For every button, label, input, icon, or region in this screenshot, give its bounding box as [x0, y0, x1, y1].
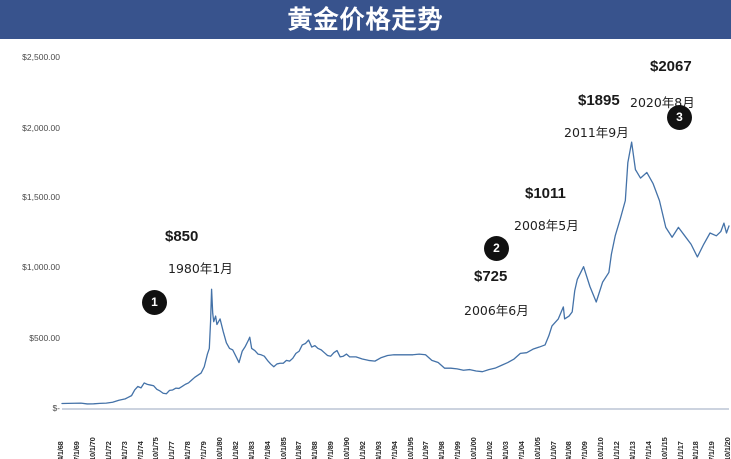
x-axis-tick: 1/1/17 [675, 441, 685, 459]
y-axis-tick-500: $500.00 [29, 333, 60, 343]
x-axis-tick: 7/1/69 [72, 441, 82, 459]
x-axis-tick: 10/1/75 [151, 437, 161, 459]
x-axis-tick: 7/1/79 [199, 441, 209, 459]
x-axis-tick: 7/1/84 [262, 441, 272, 459]
x-axis-tick: 10/1/05 [532, 437, 542, 459]
x-axis-tick: 10/1/20 [723, 437, 731, 459]
x-axis-tick: 4/1/88 [310, 441, 320, 459]
x-axis-tick: 10/1/90 [342, 437, 352, 459]
annotation-2-badge: 2 [484, 236, 509, 261]
x-axis-tick: 10/1/80 [215, 437, 224, 459]
x-axis-tick: 4/1/93 [373, 441, 383, 459]
x-axis-tick: 1/1/72 [103, 441, 113, 459]
x-axis-tick: 4/1/18 [691, 441, 701, 459]
chart-plot-area: $2,500.00 $2,000.00 $1,500.00 $1,000.00 … [0, 39, 731, 459]
x-axis-tick: 1/1/07 [548, 441, 558, 459]
x-axis-tick: 7/1/74 [135, 441, 145, 459]
x-axis-tick: 4/1/13 [627, 441, 637, 459]
x-axis: 4/1/68 7/1/69 10/1/70 1/1/72 4/1/73 7/1/74 10/… [0, 411, 731, 459]
annotation-4-date: 2011年9月 [564, 125, 629, 140]
annotation-1-price: $850 [165, 228, 199, 245]
gold-price-line-chart [61, 141, 730, 410]
x-axis-tick: 10/1/10 [596, 437, 606, 459]
annotation-2-price: $725 [474, 268, 508, 285]
annotation-5-badge: 3 [667, 105, 692, 130]
annotation-2-date: 2006年6月 [464, 303, 529, 318]
y-axis-tick-2000: $2,000.00 [22, 123, 60, 133]
x-axis-tick: 1/1/77 [167, 441, 177, 459]
x-axis-tick: 1/1/97 [421, 441, 431, 459]
x-axis-tick: 1/1/12 [612, 441, 622, 459]
x-axis-tick: 4/1/98 [437, 441, 447, 459]
x-axis-tick: 10/1/00 [469, 437, 479, 459]
x-axis-tick: 7/1/04 [516, 441, 526, 459]
x-axis-tick: 1/1/87 [294, 441, 304, 459]
x-axis-tick: 4/1/83 [246, 441, 256, 459]
x-axis-tick: 7/1/09 [580, 441, 590, 459]
page-title: 黄金价格走势 [287, 5, 444, 34]
x-axis-tick: 7/1/14 [643, 441, 653, 459]
x-axis-tick: 1/1/02 [484, 441, 494, 459]
y-axis-tick-0: $- [52, 403, 60, 413]
annotation-3-price: $1011 [525, 185, 566, 202]
x-axis-tick: 10/1/70 [87, 437, 97, 459]
annotation-1-badge: 1 [142, 290, 167, 315]
x-axis-tick: 7/1/94 [389, 441, 399, 459]
x-axis-tick: 4/1/03 [500, 441, 510, 459]
y-axis-tick-1500: $1,500.00 [22, 192, 60, 202]
x-axis-tick: 1/1/92 [357, 441, 367, 459]
x-axis-tick: 4/1/08 [564, 441, 574, 459]
x-axis-tick: 7/1/99 [453, 441, 463, 459]
x-axis-tick: 7/1/89 [326, 441, 336, 459]
x-axis-tick: 10/1/85 [278, 437, 288, 459]
y-axis-tick-2500: $2,500.00 [22, 52, 60, 62]
x-axis-tick: 7/1/19 [707, 441, 717, 459]
y-axis-tick-1000: $1,000.00 [22, 262, 60, 272]
annotation-4-price: $1895 [578, 92, 620, 109]
price-series-path [61, 141, 730, 405]
x-axis-tick: 4/1/78 [183, 441, 193, 459]
x-axis-tick: 1/1/82 [230, 441, 240, 459]
annotation-3-date: 2008年5月 [514, 218, 579, 233]
x-axis-tick: 10/1/95 [405, 437, 415, 459]
annotation-5-price: $2067 [650, 58, 692, 75]
x-axis-tick: 10/1/15 [659, 437, 669, 459]
x-axis-tick: 4/1/73 [119, 441, 129, 459]
annotation-1-date: 1980年1月 [168, 261, 233, 276]
x-axis-tick: 4/1/68 [56, 441, 66, 459]
title-banner: 黄金价格走势 [0, 0, 731, 39]
